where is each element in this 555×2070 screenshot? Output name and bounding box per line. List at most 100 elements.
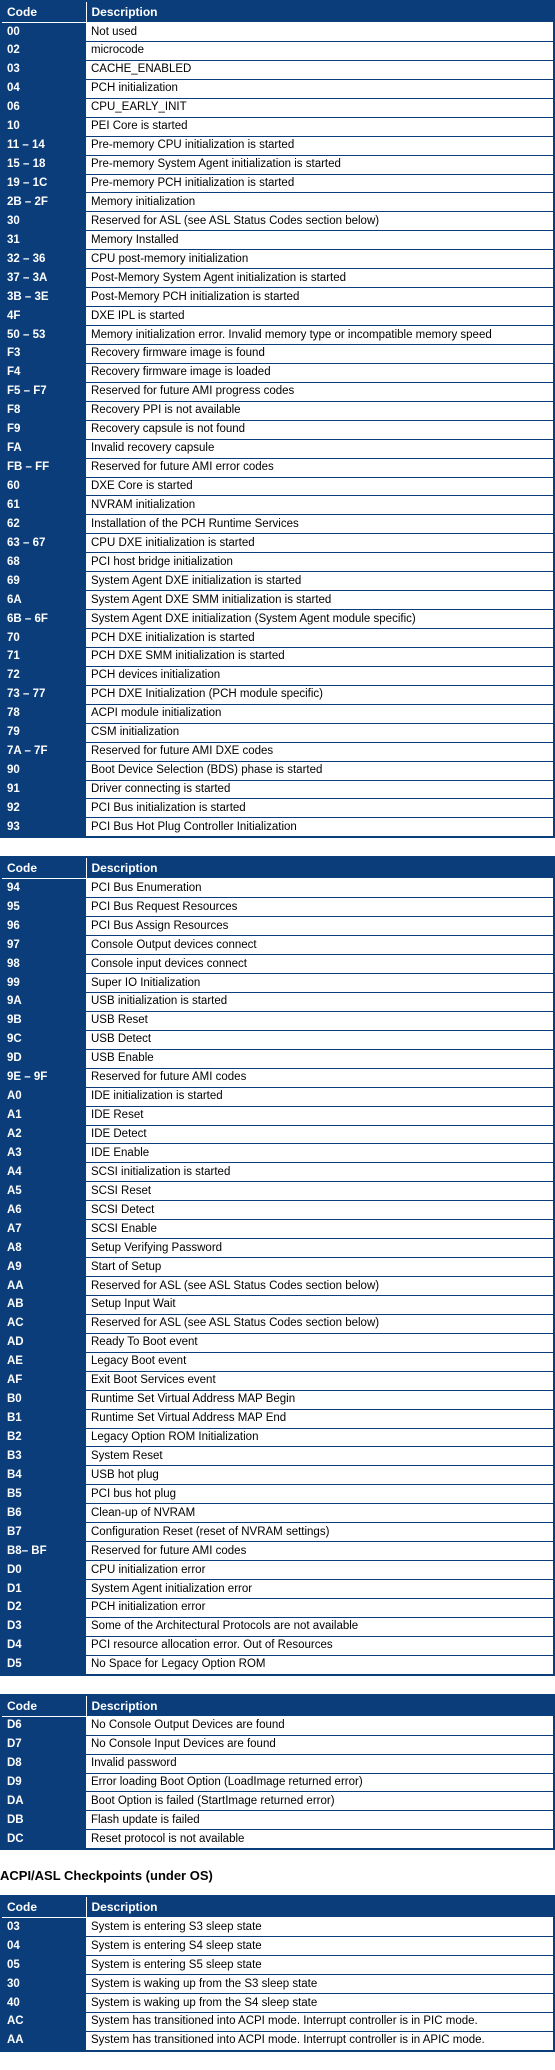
desc-cell: Legacy Boot event (86, 1352, 554, 1371)
col-code-header: Code (1, 857, 86, 879)
code-cell: 60 (1, 477, 86, 496)
desc-cell: Super IO Initialization (86, 974, 554, 993)
table-row: 40System is waking up from the S4 sleep … (1, 1994, 554, 2013)
code-cell: AF (1, 1371, 86, 1390)
table-row: B6Clean-up of NVRAM (1, 1504, 554, 1523)
code-cell: 68 (1, 553, 86, 572)
table-row: 6ASystem Agent DXE SMM initialization is… (1, 591, 554, 610)
desc-cell: System has transitioned into ACPI mode. … (86, 2012, 554, 2031)
desc-cell: Recovery capsule is not found (86, 420, 554, 439)
desc-cell: CSM initialization (86, 723, 554, 742)
code-cell: 9A (1, 992, 86, 1011)
desc-cell: USB hot plug (86, 1466, 554, 1485)
code-cell: 62 (1, 515, 86, 534)
table-row: 99 Super IO Initialization (1, 974, 554, 993)
table-row: F4Recovery firmware image is loaded (1, 363, 554, 382)
code-cell: 9B (1, 1011, 86, 1030)
code-cell: DA (1, 1792, 86, 1811)
table1-body: 00Not used02microcode03CACHE_ENABLED04PC… (1, 23, 554, 838)
table-row: 50 – 53Memory initialization error. Inva… (1, 326, 554, 345)
code-cell: B3 (1, 1447, 86, 1466)
table-row: 04System is entering S4 sleep state (1, 1937, 554, 1956)
table-row: FAInvalid recovery capsule (1, 439, 554, 458)
table-row: 37 – 3APost-Memory System Agent initiali… (1, 269, 554, 288)
table-row: D3 Some of the Architectural Protocols a… (1, 1617, 554, 1636)
table-row: A7SCSI Enable (1, 1220, 554, 1239)
col-desc-header: Description (86, 1, 554, 23)
table-row: A3IDE Enable (1, 1144, 554, 1163)
code-cell: 03 (1, 60, 86, 79)
desc-cell: System Agent DXE SMM initialization is s… (86, 591, 554, 610)
desc-cell: Memory initialization error. Invalid mem… (86, 326, 554, 345)
desc-cell: Boot Device Selection (BDS) phase is sta… (86, 761, 554, 780)
code-cell: FA (1, 439, 86, 458)
code-cell: AD (1, 1333, 86, 1352)
table-row: 05System is entering S5 sleep state (1, 1956, 554, 1975)
code-cell: 6A (1, 591, 86, 610)
desc-cell: System is entering S4 sleep state (86, 1937, 554, 1956)
table-row: 98Console input devices connect (1, 955, 554, 974)
table-row: 90Boot Device Selection (BDS) phase is s… (1, 761, 554, 780)
desc-cell: Reserved for ASL (see ASL Status Codes s… (86, 1277, 554, 1296)
col-desc-header: Description (86, 857, 554, 879)
desc-cell: Error loading Boot Option (LoadImage ret… (86, 1773, 554, 1792)
desc-cell: No Console Output Devices are found (86, 1716, 554, 1735)
code-cell: 30 (1, 1975, 86, 1994)
desc-cell: No Console Input Devices are found (86, 1735, 554, 1754)
table-row: AAReserved for ASL (see ASL Status Codes… (1, 1277, 554, 1296)
code-cell: D6 (1, 1716, 86, 1735)
desc-cell: Reserved for ASL (see ASL Status Codes s… (86, 212, 554, 231)
table-row: 96PCI Bus Assign Resources (1, 917, 554, 936)
code-cell: AE (1, 1352, 86, 1371)
code-cell: F3 (1, 344, 86, 363)
code-cell: 05 (1, 1956, 86, 1975)
code-cell: 10 (1, 117, 86, 136)
table-row: B7Configuration Reset (reset of NVRAM se… (1, 1523, 554, 1542)
table-row: 95PCI Bus Request Resources (1, 898, 554, 917)
table-row: D6No Console Output Devices are found (1, 1716, 554, 1735)
desc-cell: System is entering S5 sleep state (86, 1956, 554, 1975)
table-row: F3Recovery firmware image is found (1, 344, 554, 363)
desc-cell: PCH DXE initialization is started (86, 629, 554, 648)
code-cell: 73 – 77 (1, 685, 86, 704)
table-row: A9Start of Setup (1, 1258, 554, 1277)
table-row: 11 – 14Pre-memory CPU initialization is … (1, 136, 554, 155)
code-cell: F5 – F7 (1, 382, 86, 401)
code-cell: 7A – 7F (1, 742, 86, 761)
code-cell: 93 (1, 818, 86, 837)
code-cell: A8 (1, 1239, 86, 1258)
table-row: D7No Console Input Devices are found (1, 1735, 554, 1754)
desc-cell: PCI host bridge initialization (86, 553, 554, 572)
code-cell: 71 (1, 647, 86, 666)
table-row: ACSystem has transitioned into ACPI mode… (1, 2012, 554, 2031)
code-cell: A9 (1, 1258, 86, 1277)
table-row: 60DXE Core is started (1, 477, 554, 496)
table3-body: D6No Console Output Devices are foundD7N… (1, 1716, 554, 1849)
desc-cell: Reserved for future AMI codes (86, 1068, 554, 1087)
code-cell: 6B – 6F (1, 610, 86, 629)
code-cell: AC (1, 2012, 86, 2031)
table-row: 94PCI Bus Enumeration (1, 879, 554, 898)
code-cell: AA (1, 1277, 86, 1296)
table-row: 6B – 6FSystem Agent DXE initialization (… (1, 610, 554, 629)
desc-cell: SCSI initialization is started (86, 1163, 554, 1182)
code-cell: B1 (1, 1409, 86, 1428)
code-cell: B0 (1, 1390, 86, 1409)
code-cell: B4 (1, 1466, 86, 1485)
table-row: ABSetup Input Wait (1, 1295, 554, 1314)
desc-cell: PCI Bus Assign Resources (86, 917, 554, 936)
code-cell: 79 (1, 723, 86, 742)
table-row: A1IDE Reset (1, 1106, 554, 1125)
table-row: 02microcode (1, 41, 554, 60)
desc-cell: Setup Verifying Password (86, 1239, 554, 1258)
code-cell: A0 (1, 1087, 86, 1106)
table-row: A5SCSI Reset (1, 1182, 554, 1201)
table2-body: 94PCI Bus Enumeration95PCI Bus Request R… (1, 879, 554, 1675)
code-cell: 99 (1, 974, 86, 993)
code-cell: A1 (1, 1106, 86, 1125)
desc-cell: USB Detect (86, 1030, 554, 1049)
table-row: 30Reserved for ASL (see ASL Status Codes… (1, 212, 554, 231)
table-row: 00Not used (1, 23, 554, 42)
table-row: DABoot Option is failed (StartImage retu… (1, 1792, 554, 1811)
code-cell: FB – FF (1, 458, 86, 477)
